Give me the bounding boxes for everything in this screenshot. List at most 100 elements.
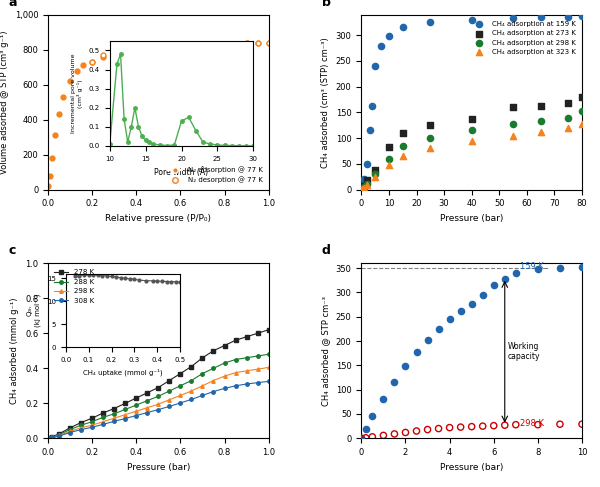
Point bbox=[401, 362, 410, 370]
CH₄ adsorption at 159 K bbox=[357, 183, 367, 191]
CH₄ adsorption at 298 K bbox=[362, 180, 371, 187]
Point bbox=[412, 427, 421, 435]
CH₄ adsorption at 273 K bbox=[358, 183, 368, 191]
298 K bbox=[89, 422, 96, 428]
288 K bbox=[265, 351, 272, 357]
CH₄ adsorption at 159 K bbox=[362, 160, 371, 168]
N₂ adsorption @ 77 K bbox=[254, 40, 261, 46]
298 K bbox=[188, 388, 195, 394]
CH₄ adsorption at 323 K bbox=[370, 173, 380, 181]
CH₄ adsorption at 323 K bbox=[508, 131, 518, 139]
Point bbox=[356, 434, 366, 442]
288 K bbox=[122, 407, 129, 412]
298 K bbox=[77, 425, 85, 431]
CH₄ adsorption at 323 K bbox=[467, 137, 476, 145]
308 K bbox=[89, 424, 96, 430]
Point bbox=[467, 423, 476, 431]
288 K bbox=[49, 434, 56, 440]
278 K bbox=[166, 377, 173, 383]
288 K bbox=[110, 411, 118, 417]
278 K bbox=[143, 390, 151, 396]
CH₄ adsorption at 298 K bbox=[359, 183, 369, 191]
Point bbox=[423, 336, 433, 343]
288 K bbox=[199, 371, 206, 376]
N₂ adsorption @ 77 K bbox=[143, 47, 151, 53]
Point bbox=[361, 434, 371, 442]
278 K bbox=[232, 337, 239, 343]
288 K bbox=[221, 360, 228, 366]
288 K bbox=[133, 402, 140, 408]
N₂ adsorption @ 77 K bbox=[51, 132, 58, 138]
Point bbox=[445, 315, 454, 323]
278 K bbox=[55, 431, 62, 437]
288 K bbox=[166, 388, 173, 394]
N₂ adsorption @ 77 K bbox=[67, 78, 74, 84]
CH₄ adsorption at 159 K bbox=[425, 19, 435, 26]
308 K bbox=[143, 410, 151, 415]
CH₄ adsorption at 323 K bbox=[398, 152, 407, 160]
CH₄ adsorption at 273 K bbox=[508, 103, 518, 111]
Point bbox=[533, 265, 542, 273]
308 K bbox=[49, 434, 56, 440]
X-axis label: Pressure (bar): Pressure (bar) bbox=[127, 463, 190, 471]
CH₄ adsorption at 323 K bbox=[577, 120, 587, 128]
CH₄ adsorption at 298 K bbox=[508, 120, 518, 128]
298 K bbox=[44, 435, 52, 441]
N₂ desorption @ 77 K bbox=[133, 45, 140, 51]
288 K bbox=[177, 383, 184, 389]
Text: 298 K: 298 K bbox=[520, 419, 544, 428]
298 K bbox=[100, 419, 107, 425]
Point bbox=[489, 281, 499, 289]
N₂ desorption @ 77 K bbox=[177, 43, 184, 49]
CH₄ adsorption at 323 K bbox=[362, 181, 371, 189]
288 K bbox=[243, 355, 250, 361]
Legend: 278 K, 288 K, 298 K, 308 K: 278 K, 288 K, 298 K, 308 K bbox=[52, 267, 97, 307]
Point bbox=[478, 291, 488, 299]
288 K bbox=[77, 422, 85, 428]
Legend: CH₄ adsorption at 159 K, CH₄ adsorption at 273 K, CH₄ adsorption at 298 K, CH₄ a: CH₄ adsorption at 159 K, CH₄ adsorption … bbox=[470, 18, 578, 58]
Text: a: a bbox=[8, 0, 17, 9]
X-axis label: Pressure (bar): Pressure (bar) bbox=[440, 214, 503, 223]
CH₄ adsorption at 159 K bbox=[563, 13, 573, 20]
288 K bbox=[210, 365, 217, 371]
308 K bbox=[177, 400, 184, 406]
Point bbox=[478, 422, 488, 430]
Point bbox=[456, 423, 466, 431]
288 K bbox=[55, 432, 62, 438]
Y-axis label: Volume adsorbed @ STP (cm³ g⁻¹): Volume adsorbed @ STP (cm³ g⁻¹) bbox=[0, 30, 9, 174]
CH₄ adsorption at 273 K bbox=[425, 121, 435, 129]
Point bbox=[500, 421, 509, 429]
CH₄ adsorption at 159 K bbox=[376, 41, 385, 49]
308 K bbox=[221, 386, 228, 392]
Y-axis label: CH₄ adsorbed (cm³ (STP) cm⁻³): CH₄ adsorbed (cm³ (STP) cm⁻³) bbox=[321, 37, 330, 168]
298 K bbox=[155, 401, 162, 407]
Point bbox=[467, 300, 476, 307]
278 K bbox=[155, 385, 162, 391]
CH₄ adsorption at 298 K bbox=[358, 184, 368, 192]
Point bbox=[423, 426, 433, 433]
N₂ adsorption @ 77 K bbox=[155, 46, 162, 52]
N₂ adsorption @ 77 K bbox=[188, 44, 195, 50]
308 K bbox=[155, 407, 162, 412]
298 K bbox=[49, 434, 56, 440]
N₂ adsorption @ 77 K bbox=[166, 45, 173, 51]
N₂ desorption @ 77 K bbox=[122, 47, 129, 53]
288 K bbox=[232, 356, 239, 362]
CH₄ adsorption at 273 K bbox=[467, 115, 476, 123]
288 K bbox=[188, 377, 195, 383]
N₂ adsorption @ 77 K bbox=[232, 41, 239, 47]
278 K bbox=[210, 348, 217, 354]
CH₄ adsorption at 323 K bbox=[357, 185, 367, 193]
308 K bbox=[55, 433, 62, 439]
CH₄ adsorption at 273 K bbox=[398, 129, 407, 137]
CH₄ adsorption at 273 K bbox=[577, 93, 587, 101]
CH₄ adsorption at 323 K bbox=[358, 185, 368, 192]
308 K bbox=[110, 418, 118, 424]
N₂ adsorption @ 77 K bbox=[49, 155, 56, 161]
N₂ adsorption @ 77 K bbox=[110, 50, 118, 56]
CH₄ adsorption at 159 K bbox=[368, 102, 377, 110]
Line: 278 K: 278 K bbox=[46, 328, 271, 440]
Line: N₂ adsorption @ 77 K: N₂ adsorption @ 77 K bbox=[46, 40, 271, 188]
CH₄ adsorption at 159 K bbox=[384, 32, 394, 40]
Point bbox=[412, 348, 421, 356]
